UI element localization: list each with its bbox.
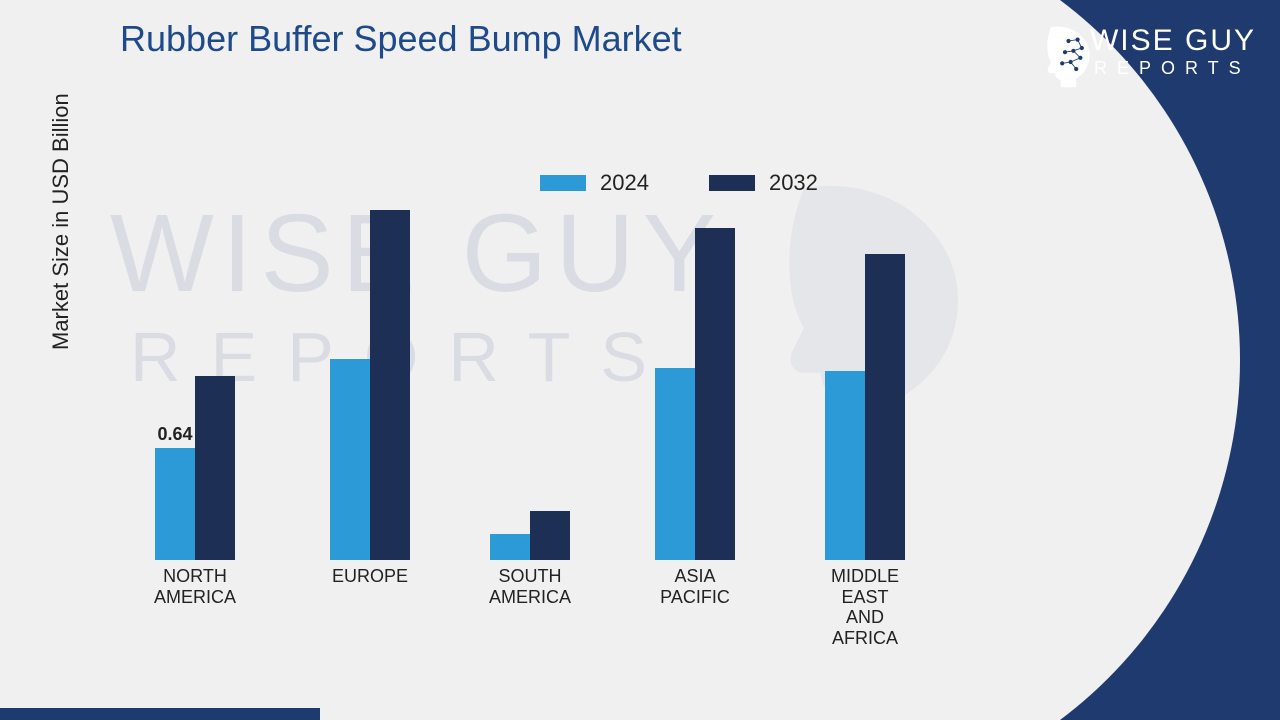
brand-line1: WISE GUY (1090, 24, 1256, 58)
bar-2024 (490, 534, 530, 560)
y-axis-label: Market Size in USD Billion (48, 93, 74, 350)
bar-2032 (695, 228, 735, 561)
legend-swatch-2032 (709, 175, 755, 191)
x-label: SOUTHAMERICA (460, 566, 600, 607)
bar-2024: 0.64 (155, 448, 195, 560)
x-label: NORTHAMERICA (125, 566, 265, 607)
bar-2024 (655, 368, 695, 561)
bar-group (810, 254, 920, 560)
stage: WISE GUY REPORTS Rubber Buffer Speed Bum… (0, 0, 1280, 720)
x-label: ASIAPACIFIC (625, 566, 765, 607)
legend: 2024 2032 (540, 170, 818, 196)
legend-item-2024: 2024 (540, 170, 649, 196)
bar-2032 (530, 511, 570, 560)
legend-label-2032: 2032 (769, 170, 818, 196)
x-label: EUROPE (300, 566, 440, 587)
bar-value-label: 0.64 (157, 424, 192, 445)
x-label: MIDDLEEASTANDAFRICA (795, 566, 935, 649)
brand-line2: REPORTS (1090, 58, 1256, 79)
footer-accent-bar (0, 708, 320, 720)
bar-group: 0.64 (140, 376, 250, 560)
chart-title: Rubber Buffer Speed Bump Market (120, 18, 682, 60)
bar-chart: 0.64 (130, 210, 950, 560)
bar-group (640, 228, 750, 561)
legend-item-2032: 2032 (709, 170, 818, 196)
bar-group (475, 511, 585, 560)
legend-swatch-2024 (540, 175, 586, 191)
bar-2032 (370, 210, 410, 560)
bar-group (315, 210, 425, 560)
bar-2024 (330, 359, 370, 560)
bar-2032 (195, 376, 235, 560)
right-brand-panel (960, 0, 1280, 720)
bar-2024 (825, 371, 865, 560)
legend-label-2024: 2024 (600, 170, 649, 196)
brand-logo-text: WISE GUY REPORTS (1090, 24, 1256, 79)
bar-2032 (865, 254, 905, 560)
